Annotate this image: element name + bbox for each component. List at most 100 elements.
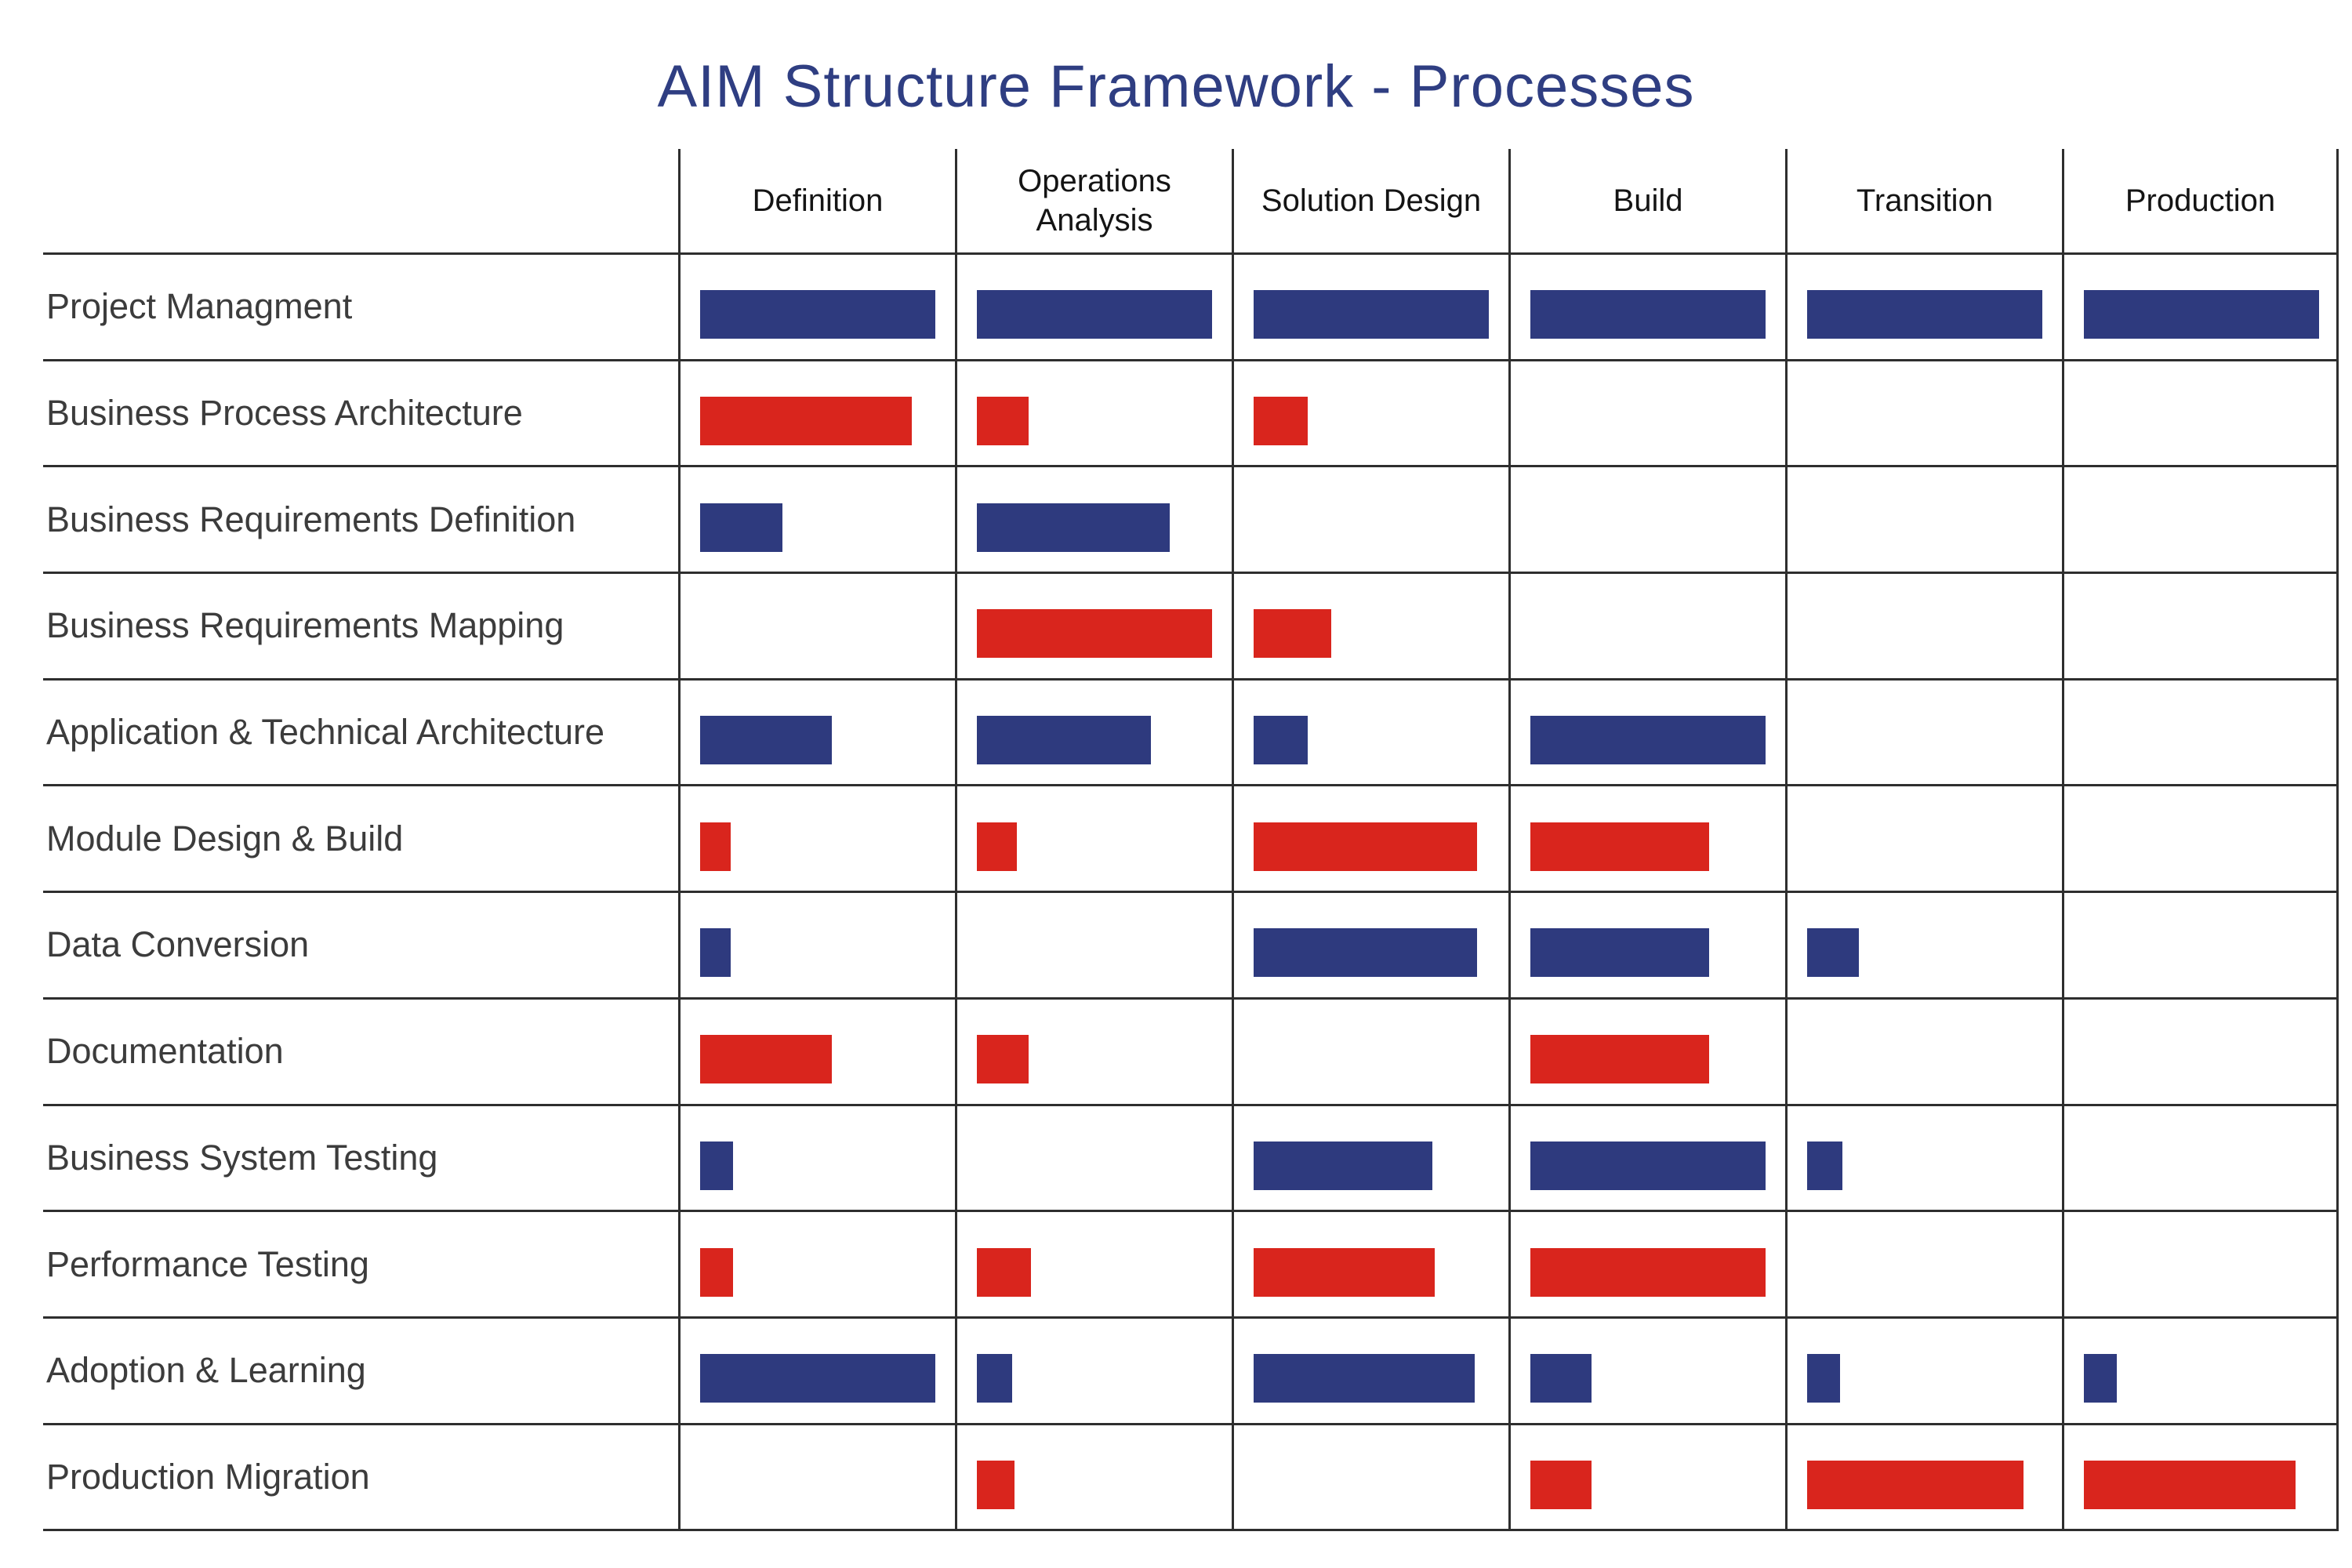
- phase-bar: [1254, 822, 1477, 871]
- phase-cell: [1508, 999, 1785, 1106]
- phase-bar: [977, 1460, 1014, 1509]
- phase-cell: [1785, 467, 2062, 575]
- phase-bar: [1530, 1460, 1592, 1509]
- phase-cell: [1232, 1425, 1508, 1532]
- phase-bar: [1530, 1247, 1766, 1297]
- phase-cell: [1508, 1425, 1785, 1532]
- phase-bar: [1530, 928, 1709, 978]
- phase-cell: [2062, 999, 2339, 1106]
- phase-cell: [955, 1425, 1232, 1532]
- phase-cell: [1508, 1105, 1785, 1213]
- phase-bar: [1530, 822, 1709, 871]
- process-label: Business System Testing: [43, 1106, 678, 1213]
- phase-bar: [977, 822, 1017, 871]
- phase-cell: [1785, 1105, 2062, 1213]
- phase-cell: [1508, 893, 1785, 1000]
- phase-cell: [1232, 1105, 1508, 1213]
- phase-cell: [1785, 255, 2062, 361]
- phase-cell: [1785, 574, 2062, 681]
- phase-bar: [977, 1354, 1012, 1403]
- phase-bar: [977, 716, 1151, 765]
- process-label: Adoption & Learning: [43, 1319, 678, 1425]
- phase-cell: [955, 1212, 1232, 1319]
- phase-bar: [2084, 1354, 2117, 1403]
- phase-bar: [1530, 1354, 1592, 1403]
- phase-cell: [2062, 361, 2339, 468]
- phase-cell: [1508, 255, 1785, 361]
- phase-cell: [2062, 680, 2339, 787]
- phase-cell: [955, 574, 1232, 681]
- phase-bar: [1254, 290, 1489, 339]
- phase-bar: [1254, 928, 1477, 978]
- phase-cell: [1508, 1212, 1785, 1319]
- phase-bar: [1530, 290, 1766, 339]
- phase-cell: [1232, 893, 1508, 1000]
- phase-cell: [678, 786, 955, 894]
- phase-cell: [678, 361, 955, 468]
- phase-cell: [1785, 999, 2062, 1106]
- phase-bar: [1807, 1141, 1842, 1190]
- phase-cell: [1232, 574, 1508, 681]
- process-label: Business Requirements Definition: [43, 467, 678, 575]
- phase-cell: [2062, 255, 2339, 361]
- phase-bar: [1807, 1354, 1840, 1403]
- column-header: Definition: [678, 149, 955, 255]
- phase-cell: [1232, 467, 1508, 575]
- column-header: Solution Design: [1232, 149, 1508, 255]
- phase-cell: [1785, 1212, 2062, 1319]
- phase-bar: [700, 1141, 733, 1190]
- phase-bar: [977, 290, 1212, 339]
- phase-bar: [1254, 716, 1308, 765]
- phase-cell: [1232, 999, 1508, 1106]
- phase-cell: [1508, 1318, 1785, 1425]
- phase-cell: [1785, 1318, 2062, 1425]
- phase-cell: [955, 893, 1232, 1000]
- process-phase-table: Definition Operations Analysis Solution De…: [43, 149, 2339, 1532]
- phase-cell: [955, 999, 1232, 1106]
- process-label: Documentation: [43, 1000, 678, 1106]
- phase-cell: [2062, 786, 2339, 894]
- phase-cell: [678, 1212, 955, 1319]
- process-label: Application & Technical Architecture: [43, 681, 678, 787]
- column-header: Build: [1508, 149, 1785, 255]
- process-label: Project Managment: [43, 255, 678, 361]
- phase-cell: [1785, 1425, 2062, 1532]
- phase-cell: [1232, 255, 1508, 361]
- phase-bar: [1807, 1460, 2024, 1509]
- phase-cell: [955, 786, 1232, 894]
- column-header: Operations Analysis: [955, 149, 1232, 255]
- phase-cell: [1232, 1212, 1508, 1319]
- process-label: Performance Testing: [43, 1212, 678, 1319]
- phase-cell: [955, 255, 1232, 361]
- phase-cell: [955, 1318, 1232, 1425]
- column-header: Transition: [1785, 149, 2062, 255]
- phase-cell: [678, 680, 955, 787]
- phase-bar: [977, 503, 1170, 552]
- phase-cell: [1508, 361, 1785, 468]
- phase-cell: [678, 1105, 955, 1213]
- phase-bar: [977, 1247, 1031, 1297]
- phase-cell: [678, 893, 955, 1000]
- phase-cell: [955, 361, 1232, 468]
- phase-bar: [1807, 928, 1859, 978]
- phase-cell: [678, 574, 955, 681]
- phase-bar: [1254, 397, 1308, 446]
- phase-cell: [955, 1105, 1232, 1213]
- corner-cell: [43, 149, 678, 255]
- phase-bar: [1530, 716, 1766, 765]
- phase-cell: [955, 680, 1232, 787]
- phase-cell: [678, 1425, 955, 1532]
- phase-cell: [1232, 786, 1508, 894]
- phase-bar: [700, 928, 731, 978]
- phase-bar: [1254, 609, 1331, 659]
- phase-bar: [700, 397, 912, 446]
- column-header: Production: [2062, 149, 2339, 255]
- phase-cell: [2062, 893, 2339, 1000]
- phase-cell: [678, 1318, 955, 1425]
- phase-cell: [1508, 786, 1785, 894]
- phase-bar: [2084, 290, 2319, 339]
- phase-cell: [1508, 574, 1785, 681]
- phase-cell: [1785, 361, 2062, 468]
- phase-bar: [1254, 1247, 1435, 1297]
- phase-cell: [1785, 893, 2062, 1000]
